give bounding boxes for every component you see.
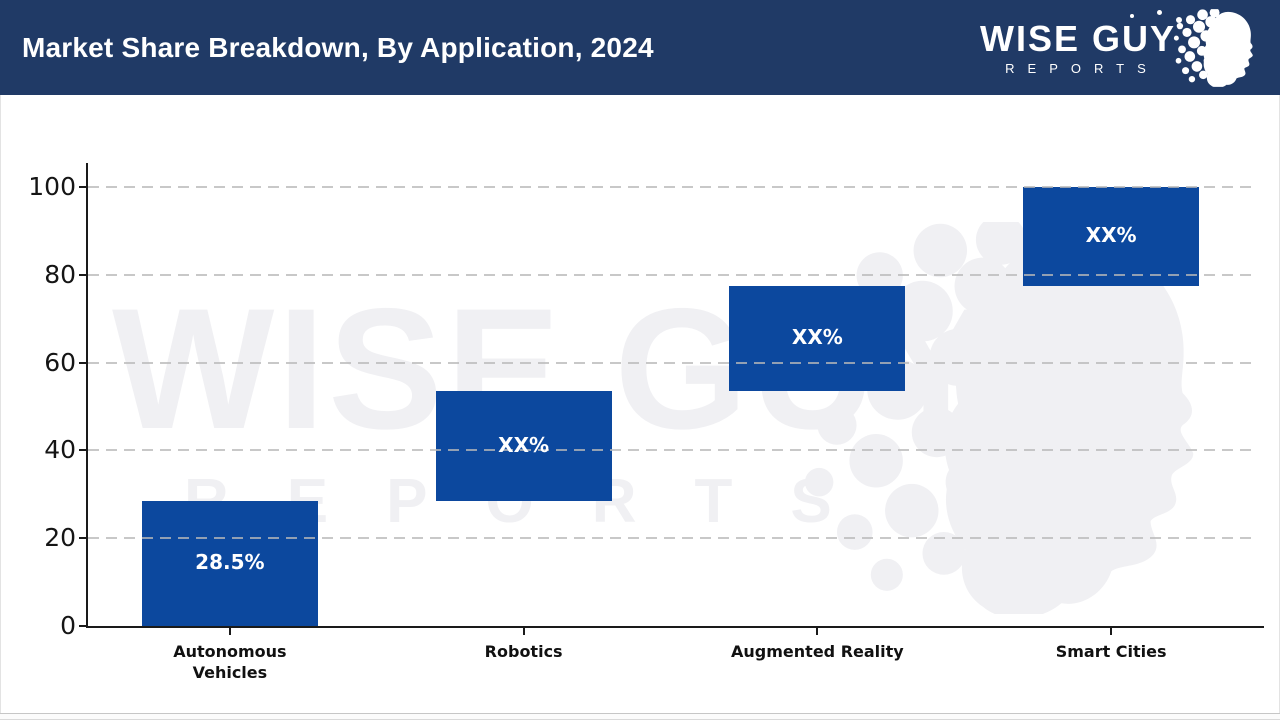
y-tick-label: 40 [44, 435, 76, 465]
x-category-label: Smart Cities [1055, 642, 1167, 661]
logo-text: WISE GUY REPORTS [979, 9, 1182, 76]
x-tick [228, 628, 231, 635]
y-tick [79, 273, 88, 276]
y-tick-label: 0 [60, 611, 76, 640]
y-axis-line [86, 163, 88, 628]
bottom-border [0, 713, 1280, 720]
y-tick-label: 80 [44, 259, 76, 289]
x-category-label: Robotics [484, 642, 563, 661]
y-tick [79, 449, 88, 452]
logo-dot [1129, 13, 1134, 18]
y-tick [79, 361, 88, 364]
y-tick [79, 625, 88, 627]
x-tick [816, 628, 819, 635]
y-tick-label: 60 [44, 347, 76, 377]
x-tick [522, 628, 525, 635]
y-tick [79, 186, 88, 188]
y-tick [79, 537, 88, 540]
logo-dot [1156, 9, 1162, 15]
bar-value-label: 28.5% [195, 550, 265, 575]
bar-segment [141, 500, 318, 626]
bar-segment [435, 391, 612, 501]
h-gridline [88, 449, 1258, 452]
h-gridline [88, 537, 1258, 540]
logo-wordmark: WISE GUY [979, 17, 1176, 59]
x-axis-line [86, 626, 1264, 628]
h-gridline [88, 186, 1258, 188]
logo-subtext: REPORTS [1005, 60, 1159, 76]
x-tick [1110, 628, 1113, 635]
bar-value-label: XX% [1085, 223, 1137, 248]
wise-guy-logo: WISE GUY REPORTS [980, 8, 1262, 88]
h-gridline [88, 361, 1258, 364]
bar-value-label: XX% [498, 433, 550, 457]
h-gridline [88, 273, 1258, 276]
y-tick-label: 20 [44, 523, 76, 553]
x-category-label: Autonomous Vehicles [173, 642, 287, 683]
page-title: Market Share Breakdown, By Application, … [22, 31, 654, 63]
header: Market Share Breakdown, By Application, … [0, 0, 1280, 95]
logo-dot [1175, 16, 1182, 23]
bar-value-label: XX% [791, 325, 843, 350]
y-tick-label: 100 [28, 172, 76, 201]
logo-face-icon [1170, 8, 1262, 88]
x-category-label: Augmented Reality [731, 642, 904, 661]
